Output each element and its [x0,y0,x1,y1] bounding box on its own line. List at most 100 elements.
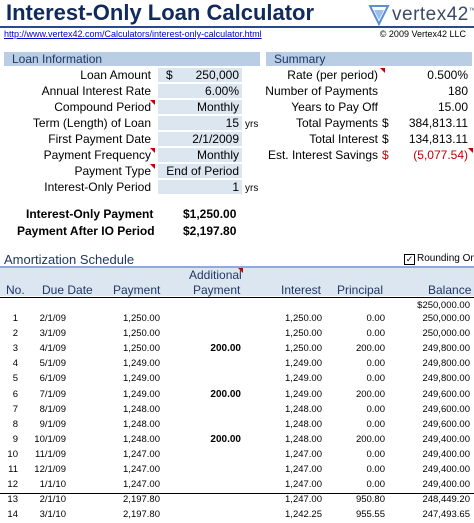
row-interest: 1,247.00 [285,464,322,475]
header-divider [0,297,474,298]
row-number: 5 [12,373,18,384]
row-due-date: 9/1/09 [39,419,66,430]
comment-marker-icon [150,148,155,153]
row-due-date: 10/1/09 [34,434,66,445]
row-principal: 0.00 [366,464,386,475]
after-io-payment-value: $2,197.80 [183,224,237,238]
row-payment: 1,248.00 [123,434,160,445]
row-payment: 1,247.00 [123,464,160,475]
row-balance: 248,449.20 [422,494,470,505]
row-principal: 0.00 [366,358,386,369]
loan-field-input[interactable]: 250,000 [158,68,242,83]
table-row: 13 2/1/10 2,197.80 1,247.00 950.80 248,449.20 [0,494,474,508]
comment-marker-icon [150,164,155,169]
io-payment-value: $1,250.00 [183,207,237,221]
row-due-date: 7/1/09 [39,389,66,400]
row-due-date: 5/1/09 [39,358,66,369]
summary-value: 0.500% [427,68,468,82]
row-balance: 249,600.00 [422,404,470,415]
loan-field-label: First Payment Date [48,132,151,146]
rounding-toggle[interactable]: ✓ Rounding On [404,253,474,265]
row-number: 9 [12,434,18,445]
row-payment: 1,250.00 [123,328,160,339]
io-payment-label: Interest-Only Payment [26,207,154,221]
table-row: 6 7/1/09 1,249.00 200.00 1,249.00 200.00 249,6… [0,389,474,403]
summary-value: (5,077.54) [413,148,468,162]
loan-field-input[interactable]: Monthly [158,148,242,163]
row-interest: 1,247.00 [285,494,322,505]
row-number: 8 [12,419,18,430]
row-balance: 249,400.00 [422,464,470,475]
column-header-balance: Balance [428,283,472,297]
loan-field-label: Annual Interest Rate [41,84,151,98]
row-principal: 0.00 [366,313,386,324]
table-row: 1 2/1/09 1,250.00 1,250.00 0.00 250,000.00 [0,313,474,327]
currency-symbol: $ [166,68,173,82]
row-interest: 1,249.00 [285,358,322,369]
loan-field-input[interactable]: 1 [158,180,242,195]
row-balance: 249,400.00 [422,449,470,460]
calculator-url-link[interactable]: http://www.vertex42.com/Calculators/inte… [4,29,262,39]
row-interest: 1,242.25 [285,509,322,520]
row-principal: 200.00 [355,389,385,400]
row-payment: 1,249.00 [123,389,160,400]
column-header-interest: Interest [281,283,322,297]
amortization-divider [0,266,474,268]
row-payment: 1,249.00 [123,373,160,384]
column-header-additional-payment: Payment [193,283,241,297]
row-interest: 1,249.00 [285,373,322,384]
logo-trademark: ™ [468,7,474,15]
title-divider [0,26,474,28]
summary-label: Total Interest [309,132,378,146]
loan-field-input[interactable]: End of Period [158,164,242,179]
row-principal: 0.00 [366,404,386,415]
column-header-no: No. [6,283,25,297]
loan-field-input[interactable]: 15 [158,116,242,131]
summary-label: Total Payments [295,116,378,130]
row-principal: 950.80 [355,494,385,505]
summary-value: 180 [447,84,468,98]
row-interest: 1,248.00 [285,434,322,445]
column-header-due-date: Due Date [42,283,93,297]
loan-field-label: Compound Period [54,100,151,114]
table-row: 12 1/1/10 1,247.00 1,247.00 0.00 249,400.00 [0,479,474,493]
row-due-date: 4/1/09 [39,343,66,354]
comment-marker-icon [380,68,385,73]
summary-label: Years to Pay Off [291,100,378,114]
table-row: 2 3/1/09 1,250.00 1,250.00 0.00 250,000.00 [0,328,474,342]
table-row: 8 9/1/09 1,248.00 1,248.00 0.00 249,600.00 [0,419,474,433]
row-number: 11 [8,464,18,475]
loan-field-input[interactable]: Monthly [158,100,242,115]
row-due-date: 11/1/09 [35,449,66,460]
row-additional-payment: 200.00 [210,343,241,354]
table-row: 14 3/1/10 2,197.80 1,242.25 955.55 247,493.65 [0,509,474,523]
row-number: 7 [12,404,18,415]
row-interest: 1,248.00 [285,419,322,430]
table-row: 5 6/1/09 1,249.00 1,249.00 0.00 249,800.00 [0,373,474,387]
summary-value: 15.00 [437,100,468,114]
rounding-checkbox[interactable]: ✓ [404,254,415,265]
row-payment: 1,250.00 [123,343,160,354]
column-header-principal: Principal [337,283,384,297]
summary-label: Number of Payments [265,84,378,98]
after-io-payment-label: Payment After IO Period [17,224,155,238]
page-title: Interest-Only Loan Calculator [6,0,315,25]
comment-marker-icon [150,100,155,105]
loan-field-input[interactable]: 6.00% [158,84,242,99]
row-balance: 249,600.00 [422,389,470,400]
comment-marker-icon [238,268,243,273]
row-additional-payment: 200.00 [210,389,241,400]
currency-symbol: $ [382,116,389,130]
table-row: 4 5/1/09 1,249.00 1,249.00 0.00 249,800.00 [0,358,474,372]
row-principal: 955.55 [355,509,385,520]
rounding-label: Rounding On [417,253,474,264]
copyright-text: © 2009 Vertex42 LLC [379,29,466,39]
row-principal: 0.00 [366,419,386,430]
amortization-schedule-title: Amortization Schedule [4,252,135,267]
summary-value: 384,813.11 [408,116,468,130]
row-due-date: 1/1/10 [39,479,66,490]
row-balance: 249,600.00 [422,419,470,430]
column-header-payment: Payment [113,283,161,297]
loan-field-input[interactable]: 2/1/2009 [158,132,242,147]
unit-label: yrs [245,119,259,130]
